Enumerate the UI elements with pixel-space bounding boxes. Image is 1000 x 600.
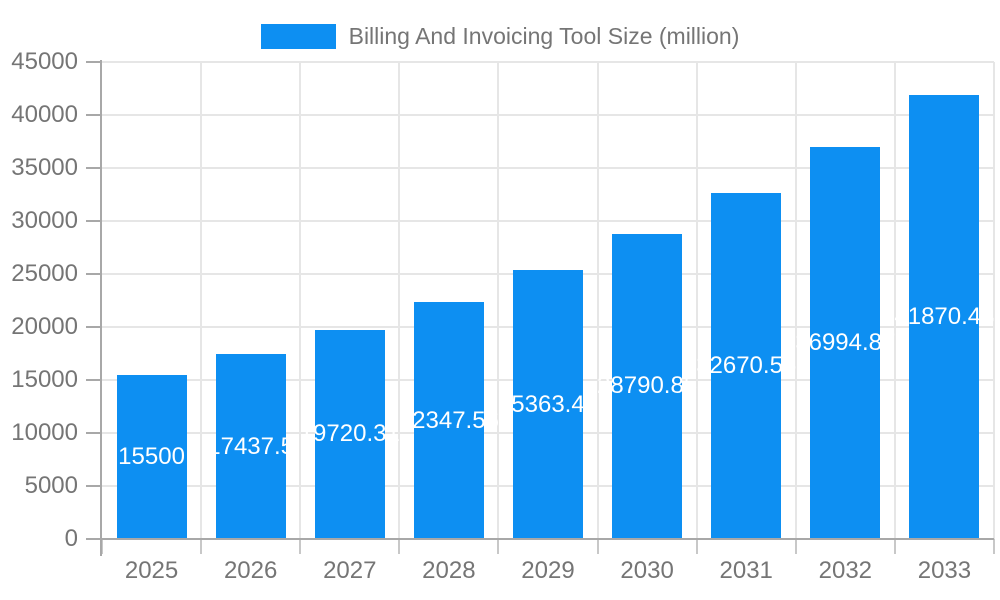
y-tick-mark (86, 114, 102, 116)
v-gridline (596, 62, 599, 539)
y-tick-mark (86, 326, 102, 328)
y-tick-label: 20000 (11, 313, 78, 340)
x-tick-mark (695, 539, 698, 554)
bar[interactable] (314, 329, 385, 539)
bar[interactable] (513, 270, 583, 539)
x-tick-label: 2032 (818, 557, 873, 584)
v-gridline (398, 62, 401, 539)
x-tick-mark (101, 539, 103, 554)
y-tick-label: 0 (64, 525, 78, 552)
bar[interactable] (413, 302, 484, 539)
y-tick-label: 35000 (11, 154, 78, 181)
v-gridline (893, 62, 896, 539)
v-gridline (497, 62, 500, 539)
y-tick-label: 45000 (11, 48, 78, 75)
x-tick-mark (596, 539, 599, 554)
x-tick-label: 2031 (719, 557, 773, 584)
y-tick-mark (86, 273, 102, 275)
y-tick-mark (86, 220, 102, 222)
v-gridline (993, 62, 995, 539)
x-tick-label: 2026 (223, 557, 278, 584)
v-gridline (299, 62, 302, 539)
h-gridline (102, 167, 994, 169)
x-tick-mark (299, 539, 302, 554)
y-tick-label: 10000 (11, 419, 78, 446)
bar[interactable] (215, 354, 286, 539)
legend-swatch-icon (260, 23, 336, 49)
y-tick-label: 5000 (24, 472, 78, 499)
x-tick-label: 2028 (422, 557, 476, 584)
x-tick-mark (993, 539, 995, 554)
y-tick-label: 15000 (11, 366, 78, 393)
y-tick-mark (86, 167, 102, 169)
x-tick-mark (794, 539, 797, 554)
x-tick-label: 2030 (620, 557, 674, 584)
bar[interactable] (612, 233, 683, 539)
x-tick-mark (398, 539, 401, 554)
y-tick-label: 25000 (11, 260, 78, 287)
x-tick-mark (893, 539, 896, 554)
y-tick-mark (86, 61, 102, 63)
y-tick-label: 40000 (11, 101, 78, 128)
bar[interactable] (909, 95, 980, 539)
v-gridline (794, 62, 797, 539)
x-tick-label: 2025 (124, 557, 179, 584)
y-axis-line (100, 60, 102, 556)
chart-legend[interactable]: Billing And Invoicing Tool Size (million… (0, 23, 1000, 49)
h-gridline (102, 114, 994, 116)
x-tick-label: 2033 (917, 557, 972, 584)
bar[interactable] (116, 374, 187, 539)
y-tick-mark (86, 485, 102, 487)
h-gridline (102, 61, 994, 63)
v-gridline (200, 62, 203, 539)
x-tick-label: 2029 (521, 557, 575, 584)
h-gridline (102, 220, 994, 222)
x-tick-mark (497, 539, 500, 554)
y-tick-label: 30000 (11, 207, 78, 234)
y-tick-mark (86, 432, 102, 434)
bar[interactable] (711, 192, 782, 539)
x-tick-mark (200, 539, 203, 554)
y-tick-mark (86, 379, 102, 381)
legend-label: Billing And Invoicing Tool Size (million… (348, 22, 740, 49)
x-axis-line (86, 538, 994, 540)
x-tick-label: 2027 (323, 557, 377, 584)
bar[interactable] (810, 146, 881, 539)
v-gridline (695, 62, 698, 539)
